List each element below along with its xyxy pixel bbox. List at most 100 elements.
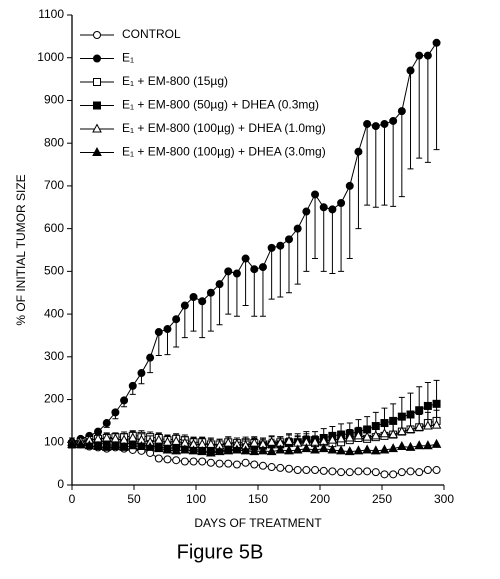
marker [388, 443, 398, 453]
marker [162, 444, 173, 454]
marker [197, 446, 208, 456]
marker [153, 443, 164, 453]
marker [432, 399, 441, 408]
legend-marker [92, 146, 102, 156]
marker [337, 468, 346, 477]
marker [328, 467, 337, 476]
x-tick-label: 300 [434, 492, 454, 506]
marker [180, 457, 189, 466]
error-bar [424, 55, 431, 163]
x-tick-label: 0 [69, 492, 76, 506]
legend-label: E₁ + EM-800 (100µg) + DHEA (3.0mg) [122, 145, 326, 159]
marker [232, 269, 241, 278]
marker [154, 454, 163, 463]
marker [363, 119, 372, 128]
marker [432, 466, 441, 475]
figure-caption: Figure 5B [177, 541, 264, 563]
marker [336, 445, 346, 455]
marker [102, 419, 111, 428]
marker [345, 181, 354, 190]
marker [415, 406, 424, 415]
error-bar [225, 271, 232, 315]
error-bar [268, 247, 275, 300]
marker [232, 460, 241, 469]
marker [302, 207, 311, 216]
error-bar [233, 273, 240, 317]
marker [127, 440, 138, 450]
marker [163, 455, 172, 464]
x-tick-label: 50 [127, 492, 141, 506]
marker [406, 66, 415, 75]
marker [318, 443, 329, 453]
error-bar [416, 55, 423, 159]
marker [266, 436, 277, 446]
marker [354, 467, 363, 476]
marker [284, 435, 294, 445]
marker [206, 447, 216, 457]
error-bar [433, 42, 440, 151]
marker [188, 445, 199, 455]
marker [258, 445, 268, 455]
marker [180, 301, 189, 310]
error-bar [216, 284, 223, 326]
y-axis-label: % OF INITIAL TUMOR SIZE [14, 174, 28, 325]
error-bar [277, 245, 284, 298]
marker [119, 441, 129, 451]
marker [172, 315, 181, 324]
marker [389, 416, 398, 425]
y-tick-label: 800 [44, 135, 64, 149]
legend-label: E₁ [122, 51, 134, 65]
marker [414, 421, 425, 431]
error-bar [398, 111, 405, 198]
marker [353, 430, 364, 440]
marker [136, 440, 147, 451]
marker [285, 464, 293, 473]
marker [379, 444, 390, 454]
marker [423, 420, 433, 430]
marker [327, 444, 338, 454]
marker [189, 293, 198, 301]
marker [267, 243, 276, 252]
marker [370, 430, 381, 440]
marker [284, 445, 294, 455]
marker [240, 445, 251, 455]
marker [84, 440, 95, 450]
marker [345, 468, 354, 477]
marker [93, 440, 103, 451]
marker [344, 446, 355, 456]
marker [389, 116, 398, 125]
error-bar [251, 269, 258, 317]
legend-marker [93, 54, 101, 63]
marker [266, 446, 277, 456]
legend-marker [93, 31, 101, 39]
marker [293, 224, 302, 233]
y-tick-label: 500 [44, 264, 64, 278]
legend-marker [92, 123, 102, 133]
marker [145, 441, 155, 451]
error-bar [338, 203, 345, 272]
marker [224, 459, 233, 468]
marker [302, 466, 311, 475]
marker [423, 401, 432, 410]
marker [75, 438, 86, 448]
marker [423, 51, 432, 60]
error-bar [390, 120, 397, 207]
marker [189, 457, 198, 466]
marker [431, 438, 442, 448]
marker [258, 263, 267, 272]
marker [354, 147, 363, 156]
marker [310, 444, 320, 454]
marker [215, 459, 224, 468]
marker [327, 434, 338, 444]
marker [388, 429, 398, 439]
marker [276, 463, 285, 472]
marker [146, 353, 155, 362]
legend-label: E₁ + EM-800 (50µg) + DHEA (0.3mg) [122, 98, 319, 112]
marker [423, 440, 433, 450]
marker [328, 205, 337, 214]
x-tick-label: 100 [186, 492, 206, 506]
marker [362, 444, 372, 454]
marker [171, 445, 181, 455]
y-tick-label: 600 [44, 221, 64, 235]
